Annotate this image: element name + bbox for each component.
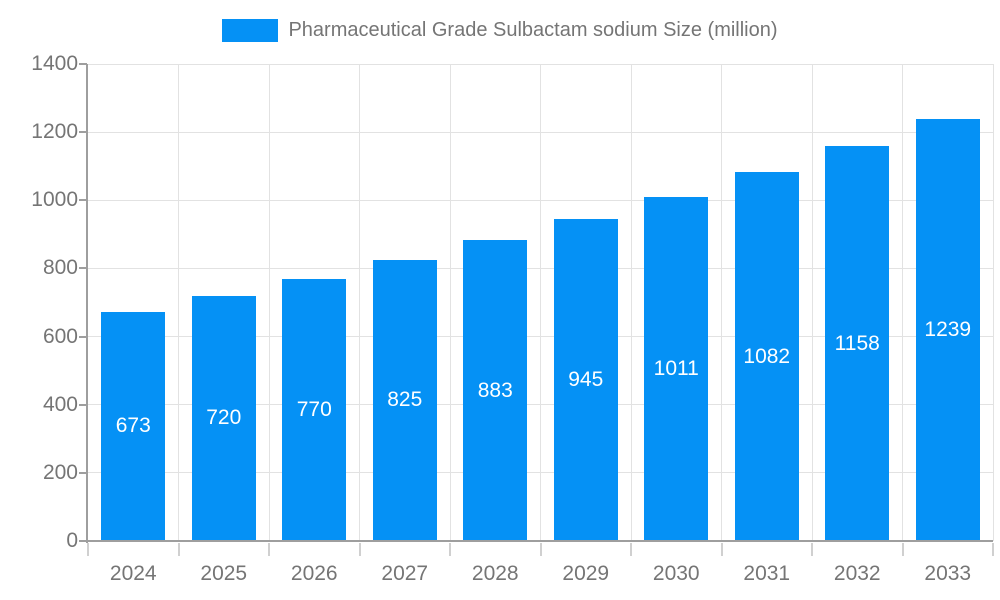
y-axis-tick (79, 403, 87, 406)
x-axis-tick-label: 2028 (471, 562, 519, 585)
y-axis-tick-label: 600 (42, 324, 78, 348)
y-axis-tick (79, 471, 87, 474)
y-axis-line (86, 64, 88, 543)
y-axis-tick-label: 1200 (31, 120, 78, 144)
x-axis-tick (992, 543, 994, 556)
bar-value-label: 673 (115, 414, 151, 438)
x-axis-tick (268, 543, 270, 556)
y-axis-tick-label: 400 (42, 392, 78, 416)
bar-value-label: 1158 (834, 331, 880, 355)
x-axis-tick (177, 543, 180, 556)
y-axis-tick (79, 63, 87, 65)
bar-value-label: 1011 (653, 356, 699, 380)
x-axis-tick (901, 543, 904, 556)
x-gridline (268, 64, 270, 541)
x-axis-tick (539, 543, 542, 556)
bar-2026[interactable]: 770 (282, 278, 347, 541)
bar-value-label: 770 (296, 397, 332, 421)
bar-value-label: 945 (568, 368, 604, 392)
x-gridline (630, 64, 632, 541)
y-axis-tick (79, 199, 87, 202)
bar-value-label: 825 (387, 388, 423, 412)
x-axis-tick-label: 2025 (200, 562, 248, 585)
x-axis-tick (449, 543, 451, 556)
bar-2027[interactable]: 825 (372, 259, 437, 541)
x-axis-tick-label: 2031 (743, 562, 791, 585)
legend-series-label: Pharmaceutical Grade Sulbactam sodium Si… (288, 18, 778, 41)
y-axis-tick-label: 1400 (31, 52, 78, 75)
x-gridline (721, 64, 722, 541)
x-axis-tick (630, 543, 632, 556)
y-axis-tick-label: 200 (42, 460, 78, 484)
bar-value-label: 720 (206, 406, 242, 430)
y-axis-tick-label: 1000 (31, 188, 78, 212)
bar-2031[interactable]: 1082 (734, 172, 799, 541)
y-axis-tick-label: 0 (66, 529, 78, 552)
legend-swatch[interactable] (222, 18, 279, 42)
x-axis-tick (87, 543, 89, 556)
x-axis-tick-label: 2029 (562, 562, 610, 585)
x-gridline (540, 64, 541, 541)
y-axis-tick (79, 131, 87, 134)
y-axis-tick (79, 267, 87, 270)
x-gridline (359, 64, 360, 541)
bar-2033[interactable]: 1239 (915, 118, 980, 541)
x-gridline (811, 64, 813, 541)
y-axis-tick (79, 540, 87, 542)
x-axis-tick-label: 2032 (833, 562, 881, 585)
x-gridline (992, 64, 994, 541)
bar-value-label: 1082 (743, 344, 791, 368)
x-axis-line (86, 540, 993, 542)
bar-value-label: 1239 (924, 317, 972, 341)
x-axis-tick-label: 2027 (381, 562, 429, 585)
x-gridline (178, 64, 179, 541)
bar-2028[interactable]: 883 (463, 240, 528, 541)
bar-value-label: 883 (477, 378, 513, 402)
x-axis-tick-label: 2030 (652, 562, 700, 585)
x-axis-tick (811, 543, 813, 556)
x-gridline (902, 64, 903, 541)
x-axis-tick-label: 2024 (109, 562, 157, 585)
bar-2025[interactable]: 720 (191, 295, 256, 541)
bar-2032[interactable]: 1158 (825, 146, 890, 541)
bar-2029[interactable]: 945 (553, 219, 618, 541)
y-axis-tick (79, 335, 87, 338)
x-gridline (449, 64, 451, 541)
bar-2024[interactable]: 673 (101, 311, 166, 541)
x-axis-tick-label: 2033 (924, 562, 972, 585)
y-axis-tick-label: 800 (42, 256, 78, 280)
plot-area: 673 720 770 825 883 945 1011 1082 1158 1239 (88, 63, 994, 541)
bar-2030[interactable]: 1011 (644, 196, 709, 541)
chart-legend: Pharmaceutical Grade Sulbactam sodium Si… (0, 17, 1000, 43)
x-axis-tick (358, 543, 361, 556)
x-axis-tick (720, 543, 723, 556)
x-axis-tick-label: 2026 (290, 562, 338, 585)
